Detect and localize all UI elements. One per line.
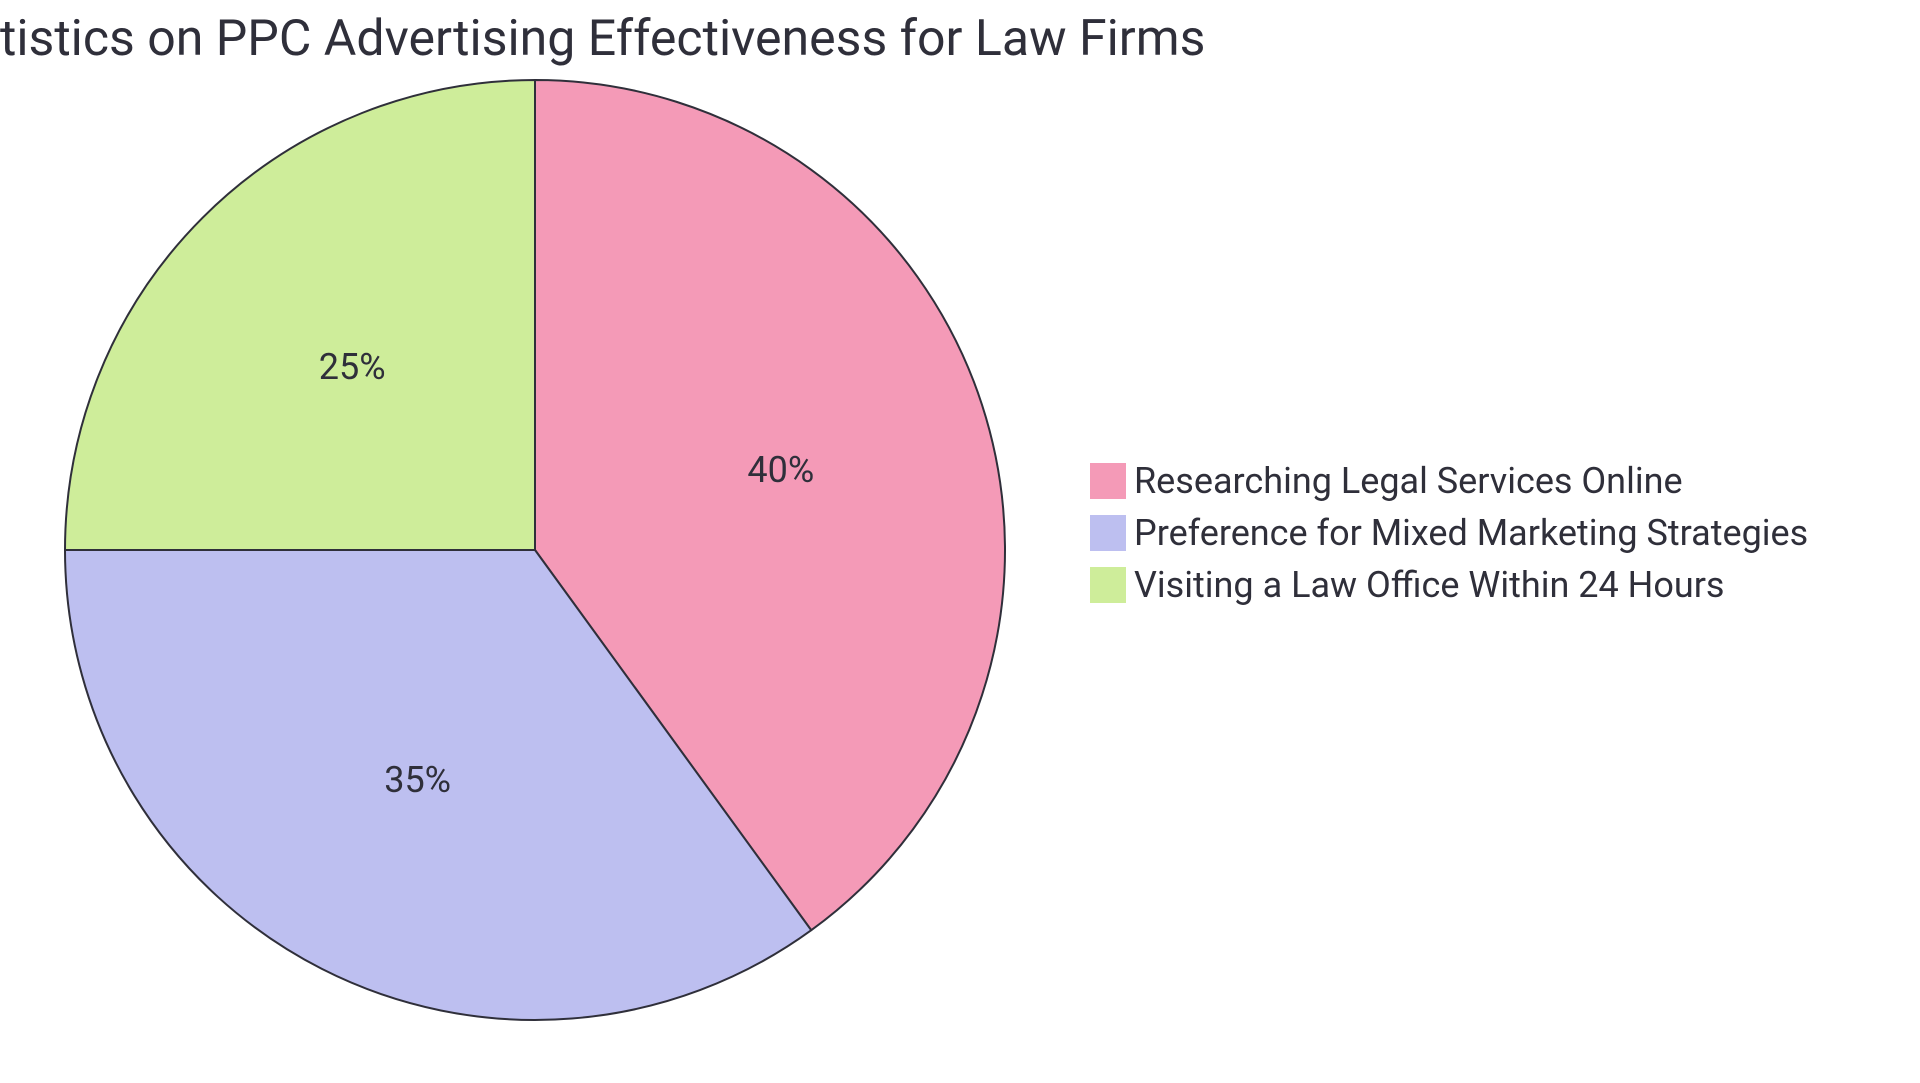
legend-item: Visiting a Law Office Within 24 Hours (1090, 564, 1808, 606)
legend-swatch (1090, 567, 1126, 603)
pie-slice (65, 80, 535, 550)
legend-item: Preference for Mixed Marketing Strategie… (1090, 512, 1808, 554)
legend-swatch (1090, 515, 1126, 551)
chart-title: tistics on PPC Advertising Effectiveness… (0, 10, 1205, 68)
pie-slice-label: 40% (747, 449, 814, 491)
legend-item: Researching Legal Services Online (1090, 460, 1808, 502)
pie-slice-label: 35% (384, 759, 451, 801)
legend: Researching Legal Services Online Prefere… (1090, 460, 1808, 616)
legend-label: Researching Legal Services Online (1134, 460, 1683, 502)
legend-label: Preference for Mixed Marketing Strategie… (1134, 512, 1808, 554)
legend-label: Visiting a Law Office Within 24 Hours (1134, 564, 1724, 606)
pie-slice-label: 25% (319, 346, 386, 388)
pie-chart (61, 76, 1009, 1024)
legend-swatch (1090, 463, 1126, 499)
